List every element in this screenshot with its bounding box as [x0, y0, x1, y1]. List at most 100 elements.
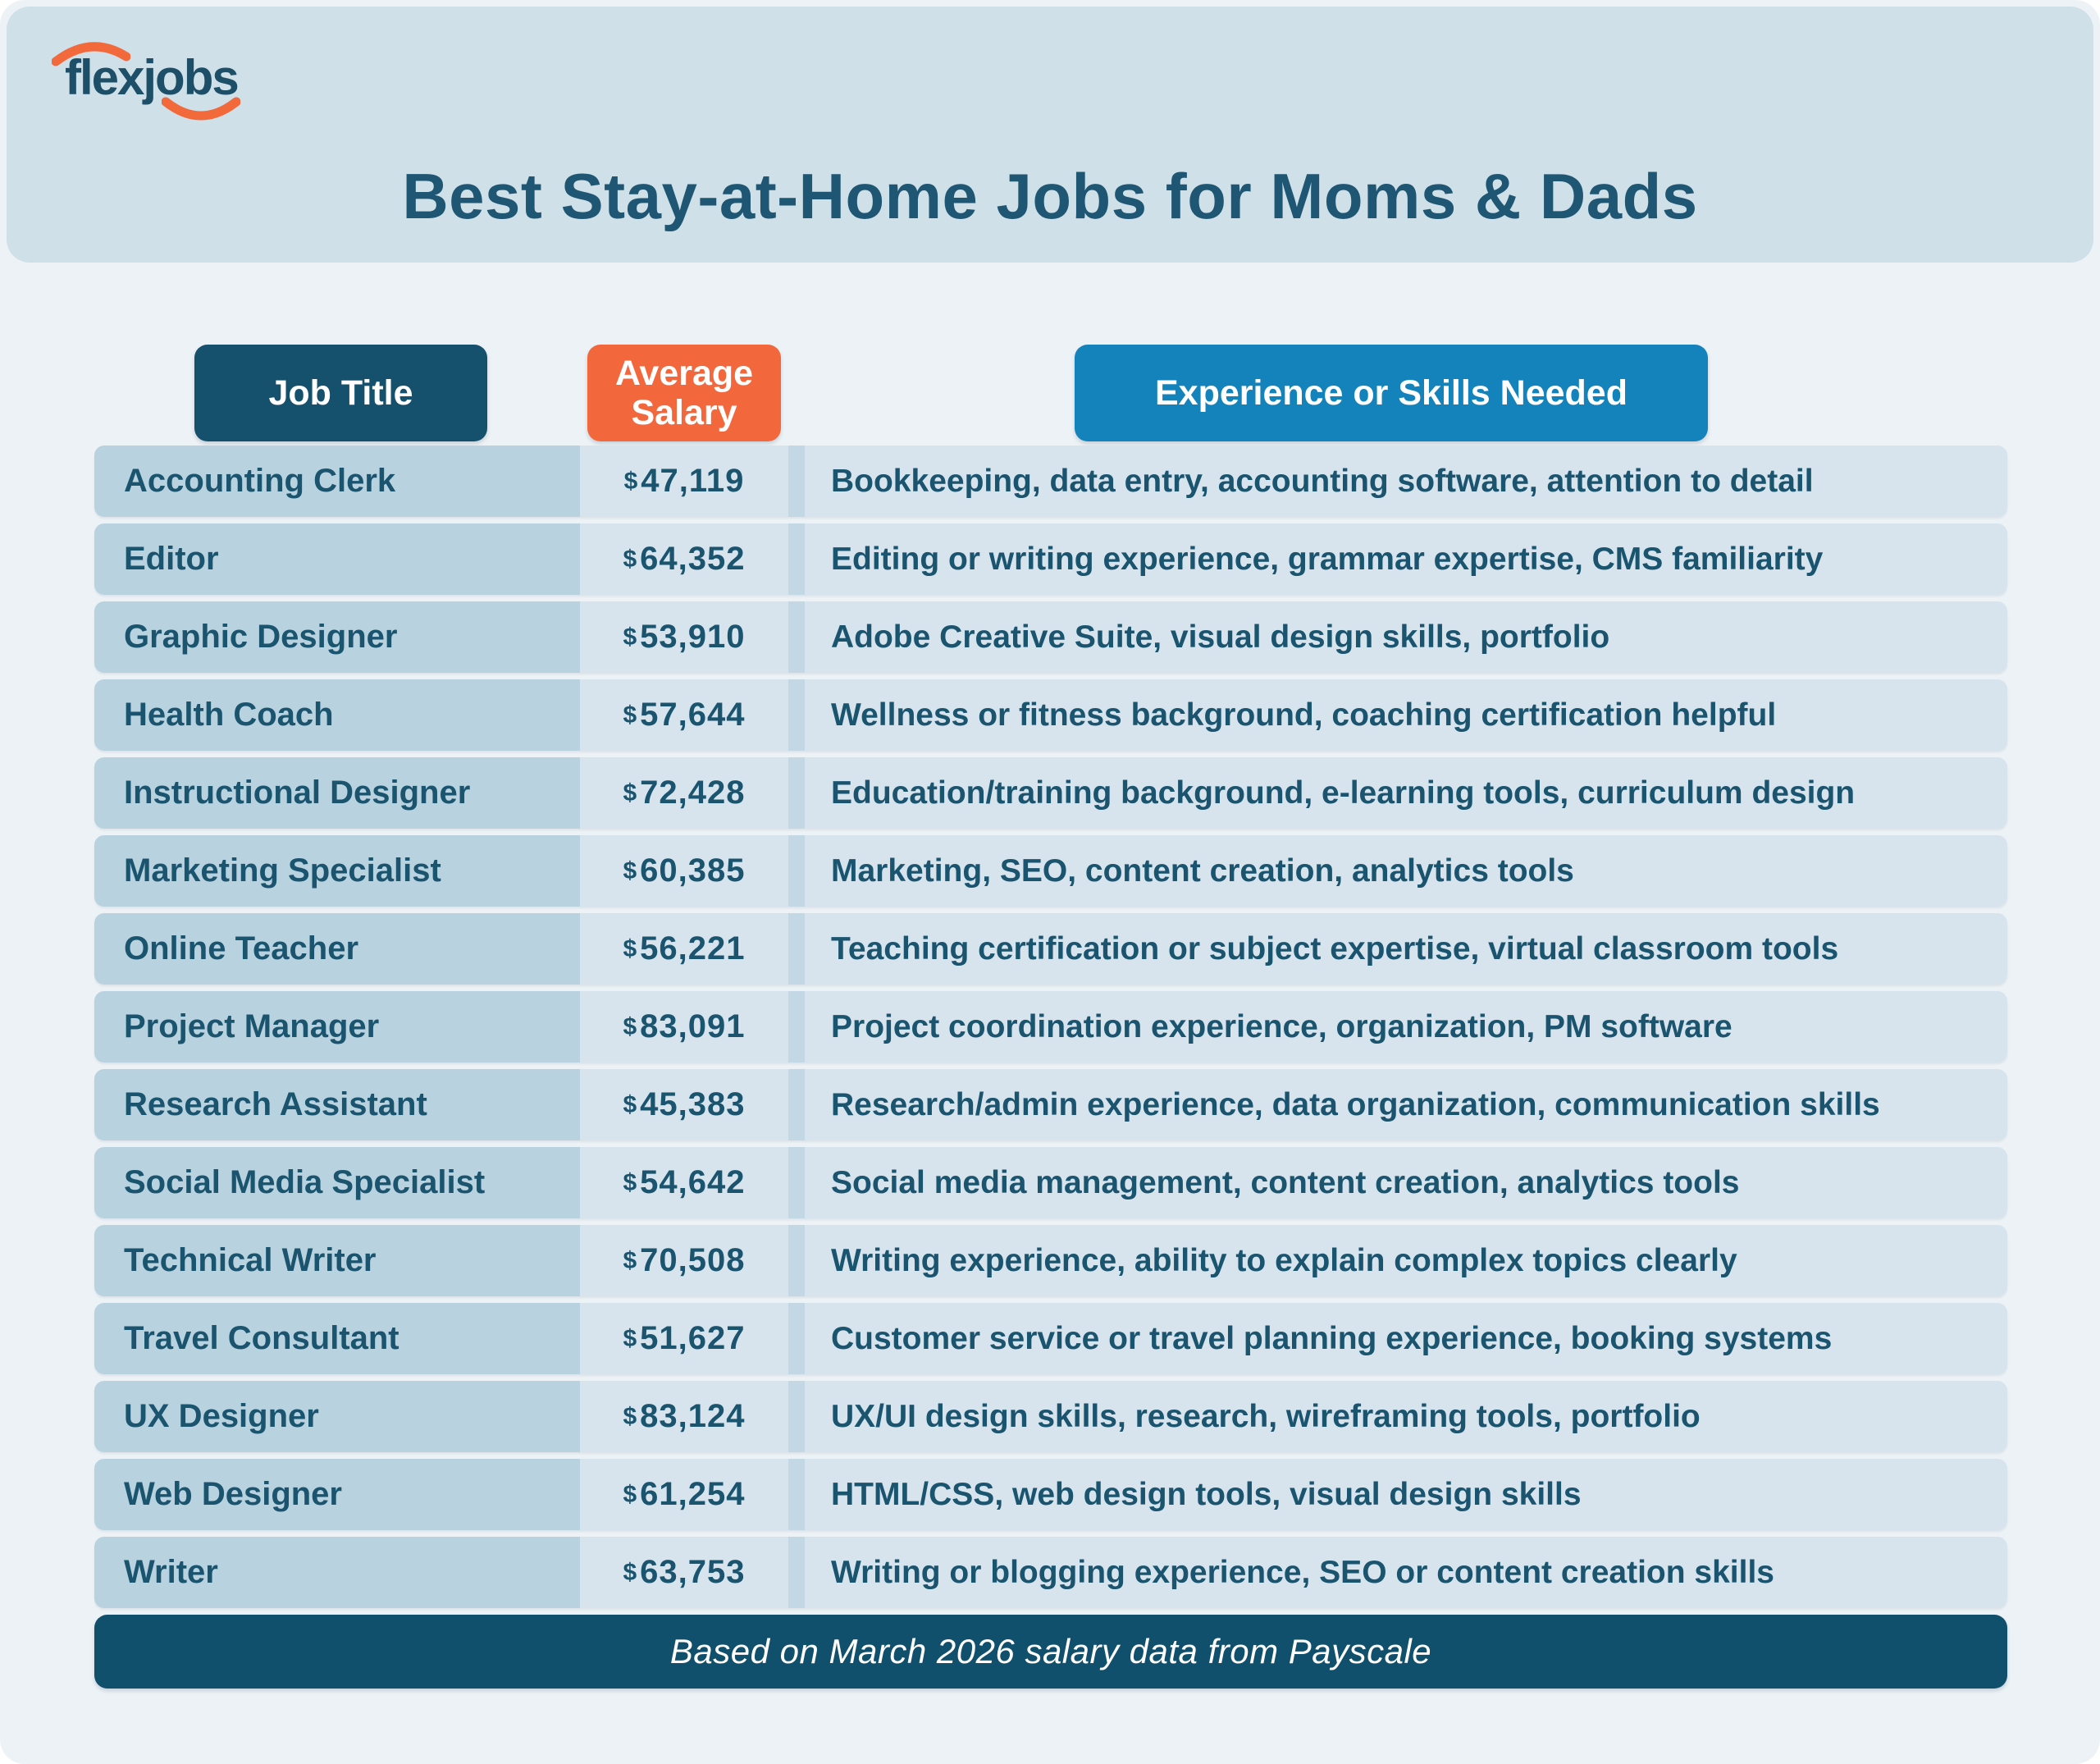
skills-cell: Editing or writing experience, grammar e… — [805, 523, 2007, 595]
skills-cell: Writing experience, ability to explain c… — [805, 1225, 2007, 1296]
job-title-text: Travel Consultant — [124, 1320, 399, 1356]
job-title-cell: Social Media Specialist — [94, 1147, 580, 1218]
header-band: flexjobs Best Stay-at-Home Jobs for Moms… — [7, 7, 2093, 263]
table-row: UX Designer $83,124 UX/UI design skills,… — [94, 1381, 2007, 1452]
skills-cell: Education/training background, e-learnin… — [805, 757, 2007, 829]
skills-text: Social media management, content creatio… — [831, 1164, 1740, 1200]
job-title-cell: Editor — [94, 523, 580, 595]
job-title-text: Project Manager — [124, 1008, 380, 1044]
salary-cell: $83,091 — [580, 991, 788, 1063]
skills-text: Editing or writing experience, grammar e… — [831, 541, 1824, 577]
table-row: Social Media Specialist $54,642 Social m… — [94, 1147, 2007, 1218]
job-title-cell: Marketing Specialist — [94, 835, 580, 907]
table-row: Travel Consultant $51,627 Customer servi… — [94, 1303, 2007, 1374]
skills-text: Education/training background, e-learnin… — [831, 775, 1856, 811]
column-divider — [788, 1147, 805, 1218]
table-row: Editor $64,352 Editing or writing experi… — [94, 523, 2007, 595]
column-header-average-salary: Average Salary — [587, 345, 781, 441]
salary-amount: 53,910 — [640, 619, 746, 655]
salary-amount: 51,627 — [640, 1320, 746, 1356]
column-divider — [788, 446, 805, 517]
column-divider — [788, 601, 805, 673]
skills-cell: Social media management, content creatio… — [805, 1147, 2007, 1218]
column-divider — [788, 679, 805, 751]
salary-amount: 57,644 — [640, 697, 746, 733]
table-row: Graphic Designer $53,910 Adobe Creative … — [94, 601, 2007, 673]
column-divider — [788, 1459, 805, 1530]
salary-amount: 56,221 — [640, 930, 746, 967]
skills-cell: Customer service or travel planning expe… — [805, 1303, 2007, 1374]
job-title-text: Editor — [124, 541, 219, 577]
skills-text: UX/UI design skills, research, wireframi… — [831, 1398, 1701, 1434]
salary-amount: 47,119 — [641, 463, 745, 499]
skills-text: Adobe Creative Suite, visual design skil… — [831, 619, 1610, 655]
table-row: Technical Writer $70,508 Writing experie… — [94, 1225, 2007, 1296]
skills-cell: Teaching certification or subject expert… — [805, 913, 2007, 985]
skills-text: Research/admin experience, data organiza… — [831, 1086, 1880, 1122]
job-title-cell: Writer — [94, 1537, 580, 1608]
job-title-cell: Web Designer — [94, 1459, 580, 1530]
salary-cell: $83,124 — [580, 1381, 788, 1452]
skills-text: Writing or blogging experience, SEO or c… — [831, 1554, 1774, 1590]
table-row: Health Coach $57,644 Wellness or fitness… — [94, 679, 2007, 751]
salary-amount: 64,352 — [640, 541, 746, 577]
salary-amount: 83,124 — [640, 1398, 746, 1434]
salary-cell: $56,221 — [580, 913, 788, 985]
table-row: Research Assistant $45,383 Research/admi… — [94, 1069, 2007, 1140]
job-title-text: UX Designer — [124, 1398, 319, 1434]
salary-amount: 63,753 — [640, 1554, 746, 1590]
salary-symbol: $ — [623, 467, 639, 495]
column-divider — [788, 1303, 805, 1374]
salary-symbol: $ — [623, 857, 638, 884]
skills-text: Writing experience, ability to explain c… — [831, 1242, 1737, 1278]
logo-wordmark: flexjobs — [65, 50, 240, 105]
salary-amount: 54,642 — [640, 1164, 746, 1200]
salary-amount: 70,508 — [640, 1242, 746, 1278]
job-title-text: Graphic Designer — [124, 619, 398, 655]
salary-symbol: $ — [623, 701, 638, 729]
table-row: Instructional Designer $72,428 Education… — [94, 757, 2007, 829]
job-title-cell: Project Manager — [94, 991, 580, 1063]
skills-text: Wellness or fitness background, coaching… — [831, 697, 1777, 733]
salary-cell: $54,642 — [580, 1147, 788, 1218]
salary-symbol: $ — [623, 1402, 638, 1430]
column-divider — [788, 1069, 805, 1140]
salary-cell: $51,627 — [580, 1303, 788, 1374]
job-title-cell: Technical Writer — [94, 1225, 580, 1296]
salary-cell: $60,385 — [580, 835, 788, 907]
salary-symbol: $ — [623, 1324, 638, 1352]
salary-symbol: $ — [623, 545, 638, 573]
job-title-cell: UX Designer — [94, 1381, 580, 1452]
table-row: Marketing Specialist $60,385 Marketing, … — [94, 835, 2007, 907]
job-title-cell: Accounting Clerk — [94, 446, 580, 517]
skills-cell: Bookkeeping, data entry, accounting soft… — [805, 446, 2007, 517]
column-divider — [788, 523, 805, 595]
skills-cell: UX/UI design skills, research, wireframi… — [805, 1381, 2007, 1452]
table-row: Writer $63,753 Writing or blogging exper… — [94, 1537, 2007, 1608]
salary-amount: 83,091 — [640, 1008, 746, 1044]
salary-amount: 61,254 — [640, 1476, 746, 1512]
salary-cell: $57,644 — [580, 679, 788, 751]
job-title-text: Technical Writer — [124, 1242, 377, 1278]
salary-amount: 60,385 — [640, 852, 746, 889]
column-header-job-title: Job Title — [194, 345, 487, 441]
skills-text: Teaching certification or subject expert… — [831, 930, 1839, 967]
job-title-cell: Instructional Designer — [94, 757, 580, 829]
logo-bottom-swoosh-icon — [162, 97, 240, 121]
skills-text: Marketing, SEO, content creation, analyt… — [831, 852, 1574, 889]
column-divider — [788, 757, 805, 829]
salary-symbol: $ — [623, 1090, 638, 1118]
salary-symbol: $ — [623, 1480, 638, 1508]
table-row: Project Manager $83,091 Project coordina… — [94, 991, 2007, 1063]
table-row: Online Teacher $56,221 Teaching certific… — [94, 913, 2007, 985]
salary-amount: 72,428 — [640, 775, 746, 811]
skills-text: Bookkeeping, data entry, accounting soft… — [831, 463, 1814, 499]
job-title-cell: Health Coach — [94, 679, 580, 751]
job-title-cell: Travel Consultant — [94, 1303, 580, 1374]
logo-top-swoosh-icon — [52, 42, 130, 66]
column-divider — [788, 1225, 805, 1296]
skills-cell: Wellness or fitness background, coaching… — [805, 679, 2007, 751]
skills-text: HTML/CSS, web design tools, visual desig… — [831, 1476, 1582, 1512]
salary-symbol: $ — [623, 935, 638, 962]
